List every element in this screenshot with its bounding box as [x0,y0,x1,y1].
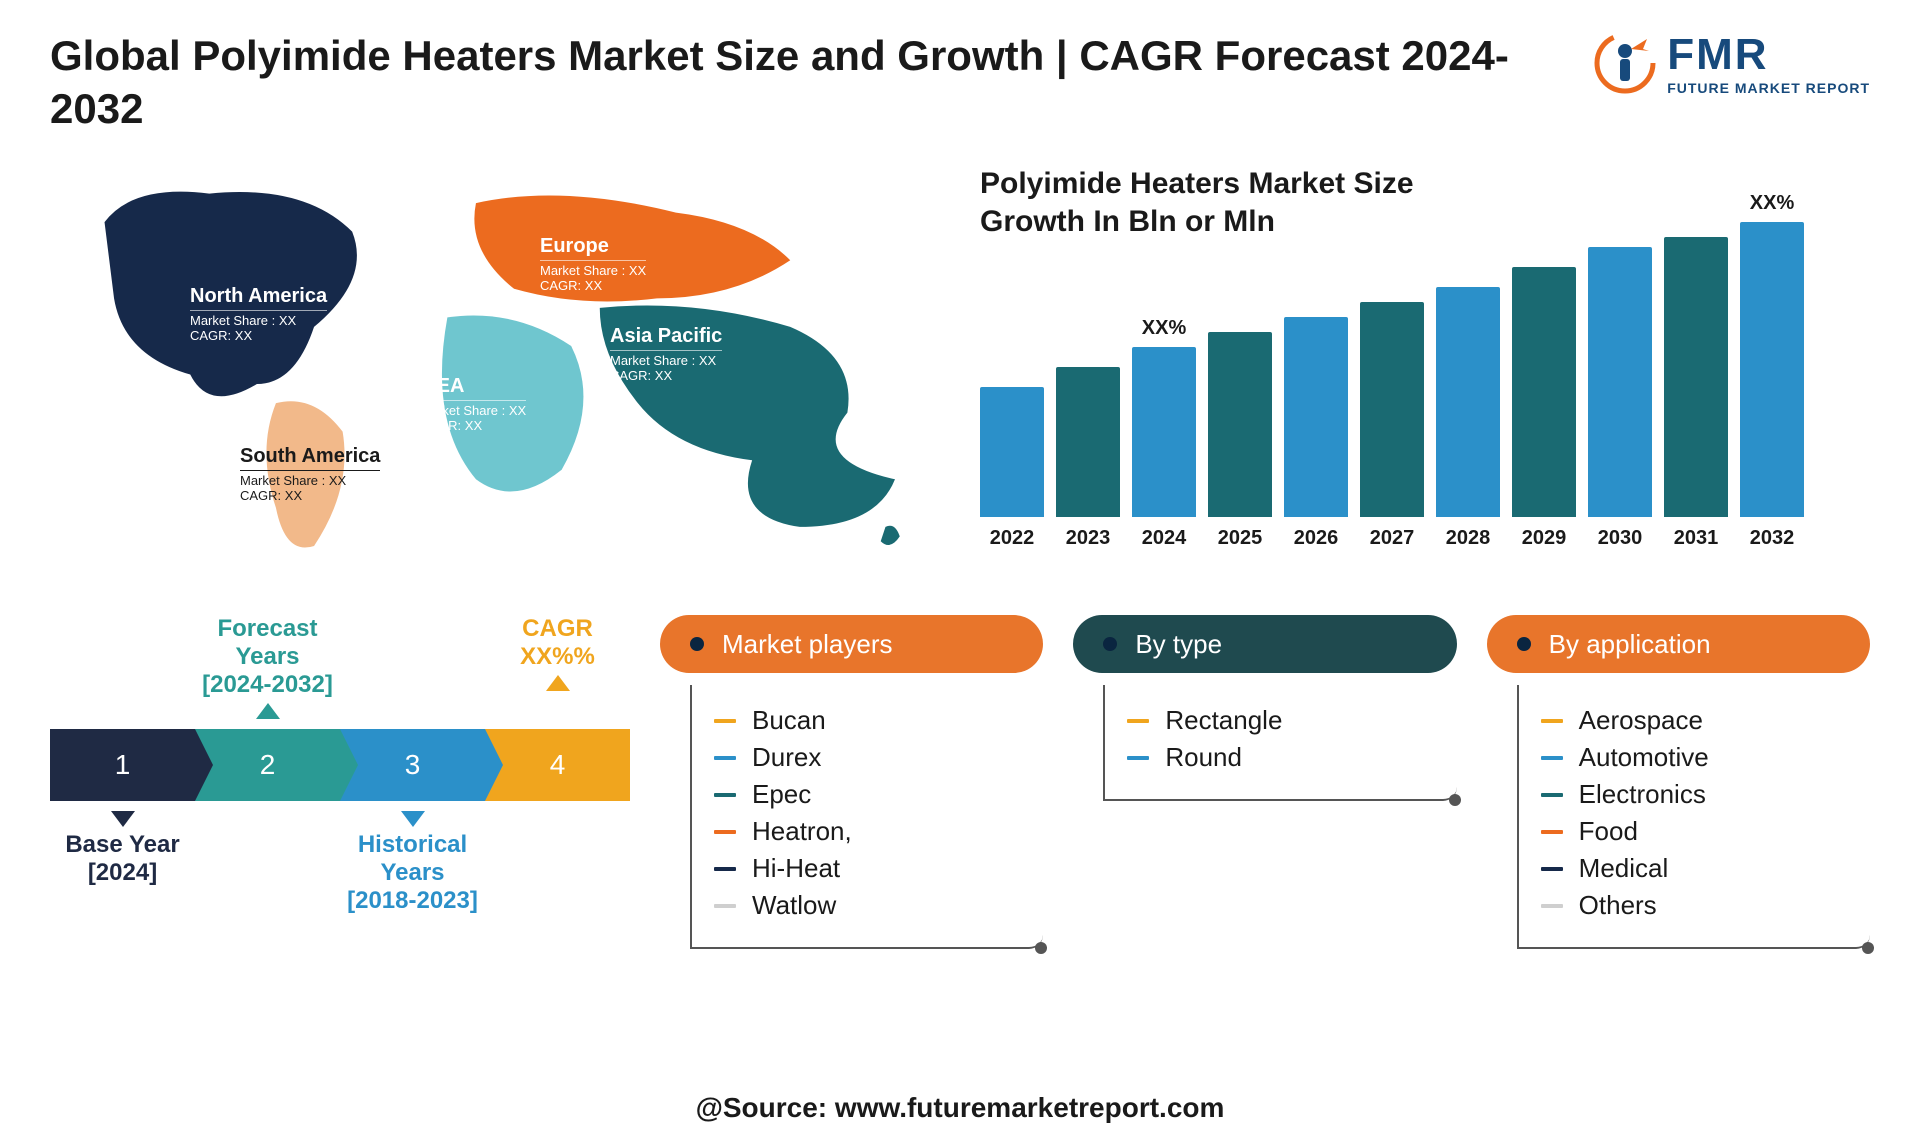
bar-container: 20222023XX%20242025202620272028202920302… [980,250,1870,550]
pillar-by-application: By application Aerospace Automotive Electro… [1487,615,1870,949]
pillar-market-players: Market players Bucan Durex Epec Heatron, Hi-H… [660,615,1043,949]
region-label-europe: EuropeMarket Share : XXCAGR: XX [540,235,646,293]
fmr-logo: FMR FUTURE MARKET REPORT [1593,30,1870,96]
bar-2031: 2031 [1664,237,1728,550]
timeline-bar: 1234 [50,729,630,801]
timeline-labels-bottom: Base Year[2024] Historical Years[2018-202… [50,807,630,915]
list-item: Rectangle [1127,705,1446,736]
bar-2028: 2028 [1436,287,1500,550]
pill-header: By type [1073,615,1456,673]
timeline-top-4: CAGRXX%% [485,615,630,723]
list-item: Food [1541,816,1860,847]
list-item: Round [1127,742,1446,773]
list-item: Electronics [1541,779,1860,810]
logo-sub-text: FUTURE MARKET REPORT [1667,80,1870,96]
pill-list: Rectangle Round [1103,685,1456,801]
list-item: Aerospace [1541,705,1860,736]
timeline-bottom-1: Base Year[2024] [50,807,195,915]
chart-title: Polyimide Heaters Market Size Growth In … [980,165,1440,240]
timeline-seg-4: 4 [485,729,630,801]
pill-header: By application [1487,615,1870,673]
list-item: Others [1541,890,1860,921]
list-item: Durex [714,742,1033,773]
list-item: Epec [714,779,1033,810]
bar-2022: 2022 [980,387,1044,550]
timeline-bottom-2 [195,807,340,915]
list-item: Watlow [714,890,1033,921]
timeline-seg-1: 1 [50,729,195,801]
region-label-asia_pacific: Asia PacificMarket Share : XXCAGR: XX [610,325,722,383]
bar-2030: 2030 [1588,247,1652,550]
timeline-top-1 [50,615,195,723]
list-item: Bucan [714,705,1033,736]
timeline-seg-3: 3 [340,729,485,801]
timeline-top-2: Forecast Years[2024-2032] [195,615,340,723]
bar-2025: 2025 [1208,332,1272,550]
bar-2032: XX%2032 [1740,222,1804,550]
bar-2026: 2026 [1284,317,1348,550]
timeline-top-3 [340,615,485,723]
timeline-bottom-3: Historical Years[2018-2023] [340,807,485,915]
region-label-mea: MEAMarket Share : XXCAGR: XX [420,375,526,433]
bar-2023: 2023 [1056,367,1120,550]
pill-list: Aerospace Automotive Electronics Food Medica… [1517,685,1870,949]
logo-icon [1593,31,1657,95]
timeline-seg-2: 2 [195,729,340,801]
region-nz [881,526,900,545]
pillar-by-type: By type Rectangle Round [1073,615,1456,801]
bar-2027: 2027 [1360,302,1424,550]
bar-2029: 2029 [1512,267,1576,550]
region-label-south_america: South AmericaMarket Share : XXCAGR: XX [240,445,380,503]
logo-main-text: FMR [1667,30,1870,80]
region-label-north_america: North AmericaMarket Share : XXCAGR: XX [190,285,327,343]
timeline: Forecast Years[2024-2032] CAGRXX%% 1234 B… [50,615,630,915]
source-line: @Source: www.futuremarketreport.com [0,1092,1920,1124]
list-item: Hi-Heat [714,853,1033,884]
timeline-bottom-4 [485,807,630,915]
world-map: North AmericaMarket Share : XXCAGR: XX So… [50,165,940,565]
lower-row: Forecast Years[2024-2032] CAGRXX%% 1234 B… [50,615,1870,949]
timeline-labels-top: Forecast Years[2024-2032] CAGRXX%% [50,615,630,723]
page-title: Global Polyimide Heaters Market Size and… [50,30,1550,135]
world-map-svg [50,165,940,565]
header: Global Polyimide Heaters Market Size and… [50,30,1870,135]
growth-chart: Polyimide Heaters Market Size Growth In … [980,165,1870,565]
pill-list: Bucan Durex Epec Heatron, Hi-Heat Watlow [690,685,1043,949]
bar-2024: XX%2024 [1132,347,1196,550]
upper-row: North AmericaMarket Share : XXCAGR: XX So… [50,165,1870,565]
list-item: Automotive [1541,742,1860,773]
pill-header: Market players [660,615,1043,673]
list-item: Medical [1541,853,1860,884]
list-item: Heatron, [714,816,1033,847]
